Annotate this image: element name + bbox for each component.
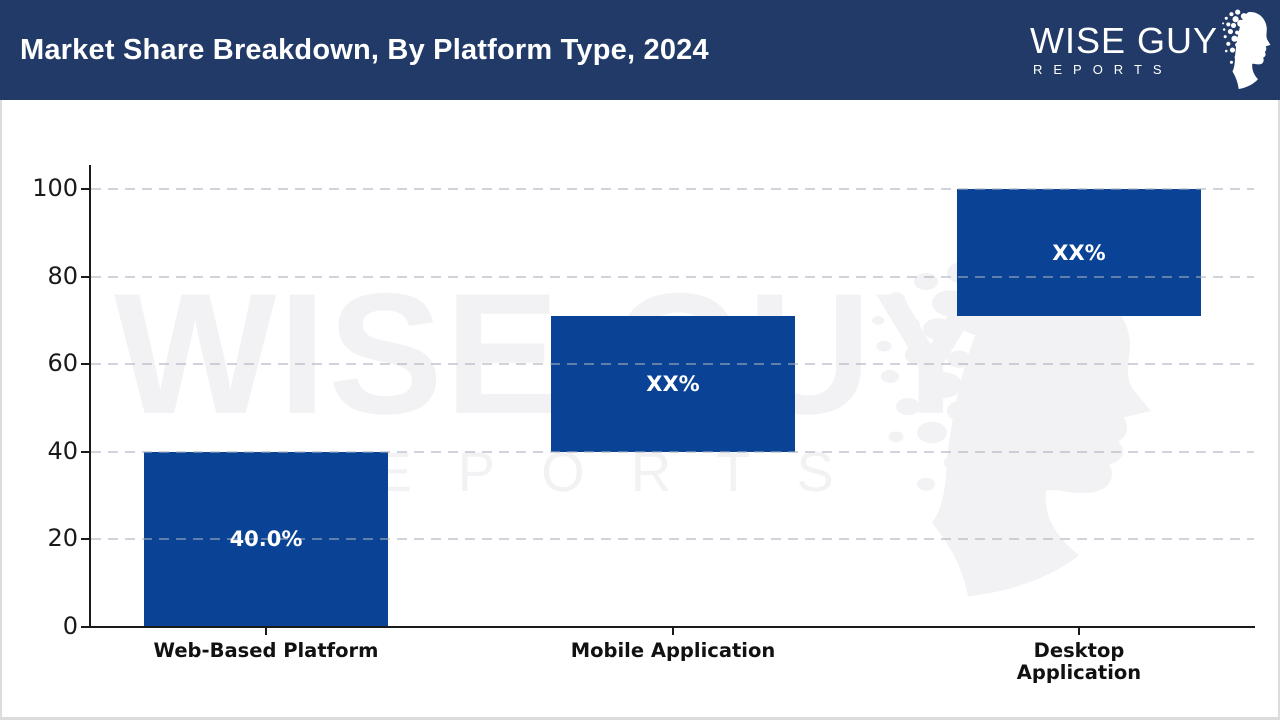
bar-value-label: XX% (646, 371, 700, 396)
x-tick-label: Web-Based Platform (153, 639, 379, 662)
y-tick (81, 188, 90, 190)
x-tick (672, 627, 674, 635)
plot: 40.0% XX% XX% 0 20 40 60 80 100 Web-Based Platfor… (2, 100, 1278, 717)
x-tick (1078, 627, 1080, 635)
gridline (91, 450, 1254, 453)
y-tick-label: 40 (47, 436, 78, 465)
brand-logo: WISE GUY REPORTS (1030, 9, 1272, 91)
header-bar: Market Share Breakdown, By Platform Type… (0, 0, 1280, 100)
y-tick-label: 60 (47, 349, 78, 378)
gridline (91, 188, 1254, 190)
y-tick-label: 20 (47, 524, 78, 553)
bar-value-label: 40.0% (229, 527, 303, 552)
bar-value-label: XX% (1052, 240, 1106, 265)
y-tick (81, 363, 90, 366)
y-tick (81, 538, 90, 541)
y-axis-spine (89, 165, 91, 628)
gridline (91, 538, 1254, 541)
y-tick-label: 0 (62, 612, 78, 640)
bar (551, 316, 795, 452)
x-tick (265, 627, 267, 635)
brand-name: WISE GUY (1029, 20, 1218, 61)
x-tick-label: Mobile Application (570, 639, 776, 662)
y-tick (81, 275, 90, 278)
y-tick (81, 450, 90, 453)
brand-face-icon (1222, 9, 1271, 89)
chart-area: WISE GUY REPORTS 40.0% XX% XX% 0 20 40 60 80 100… (0, 100, 1280, 720)
x-tick-label: Desktop Application (1016, 639, 1142, 685)
gridline (91, 275, 1254, 278)
brand-logo-text: WISE GUY REPORTS (1029, 20, 1218, 78)
y-tick-label: 100 (32, 174, 78, 202)
y-tick (81, 626, 90, 628)
brand-subname: REPORTS (1032, 62, 1173, 77)
page-title: Market Share Breakdown, By Platform Type… (20, 33, 709, 66)
y-tick-label: 80 (47, 261, 78, 290)
gridline (91, 363, 1254, 366)
